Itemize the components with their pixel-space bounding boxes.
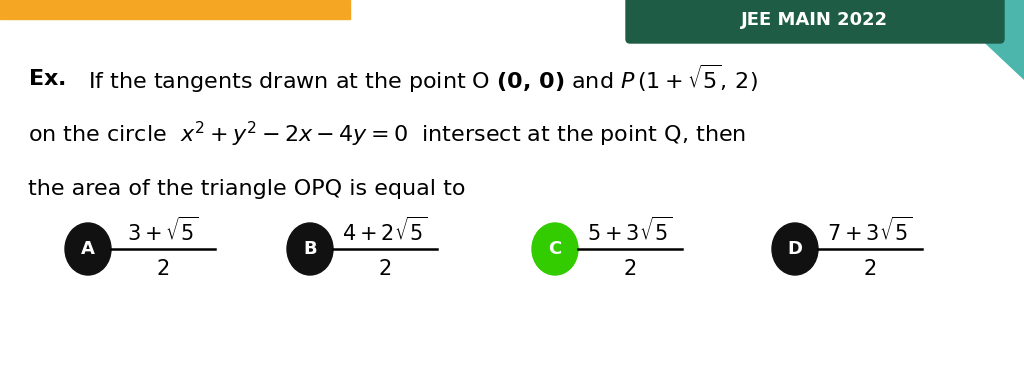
Text: 2: 2 [624,259,637,279]
Ellipse shape [532,223,578,275]
Ellipse shape [65,223,111,275]
Ellipse shape [772,223,818,275]
Text: $4+2\sqrt{5}$: $4+2\sqrt{5}$ [342,217,428,245]
Text: 2: 2 [863,259,877,279]
Text: $\mathbf{Ex.}$: $\mathbf{Ex.}$ [28,69,66,89]
Text: D: D [787,240,803,258]
Text: C: C [549,240,561,258]
Text: 2: 2 [379,259,391,279]
Text: on the circle  $x^2+y^2-2x-4y=0$  intersect at the point Q, then: on the circle $x^2+y^2-2x-4y=0$ intersec… [28,119,746,149]
Ellipse shape [287,223,333,275]
Text: $7+3\sqrt{5}$: $7+3\sqrt{5}$ [827,217,912,245]
Text: If the tangents drawn at the point O $\mathbf{(0,\,0)}$ and $P\,(1+\sqrt{5},\,2): If the tangents drawn at the point O $\m… [88,63,758,95]
Text: B: B [303,240,316,258]
Text: $5+3\sqrt{5}$: $5+3\sqrt{5}$ [588,217,673,245]
Text: the area of the triangle OPQ is equal to: the area of the triangle OPQ is equal to [28,179,466,199]
Text: A: A [81,240,95,258]
Polygon shape [0,0,350,19]
Text: JEE MAIN 2022: JEE MAIN 2022 [741,11,889,29]
Text: $3+\sqrt{5}$: $3+\sqrt{5}$ [127,217,199,245]
Text: 2: 2 [157,259,170,279]
FancyBboxPatch shape [626,0,1004,43]
Polygon shape [940,0,1024,79]
